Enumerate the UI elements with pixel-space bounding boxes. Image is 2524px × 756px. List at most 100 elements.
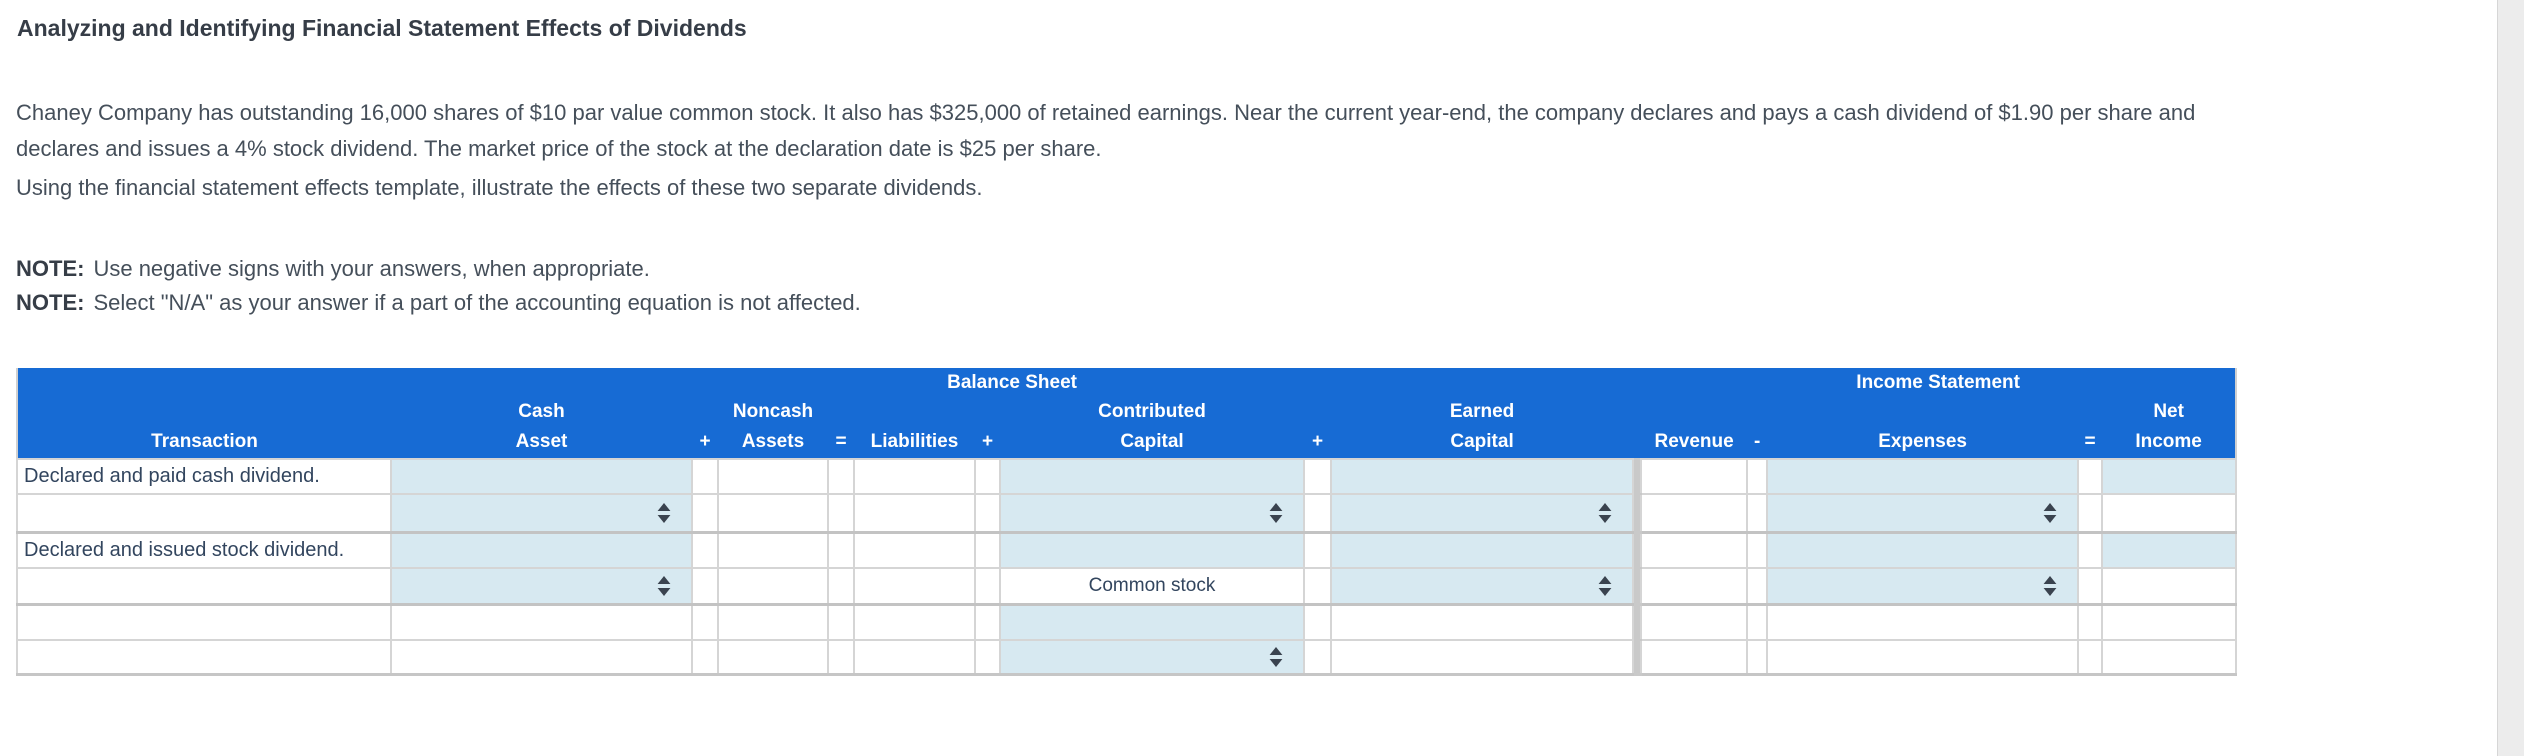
plus-operator: + [975,426,1000,459]
plus-operator-cell [691,567,719,605]
transaction-label [16,567,392,605]
revenue-cell [1640,567,1749,605]
plus-operator-cell [974,602,1001,641]
cash-asset-select[interactable] [390,567,693,605]
problem-statement-line1: Chaney Company has outstanding 16,000 sh… [16,100,2196,125]
dropdown-arrows-icon [1598,575,1612,596]
minus-operator-cell [1746,639,1769,676]
noncash-assets-cell [717,458,829,495]
net-income-input[interactable] [2101,530,2238,569]
note-text: Select "N/A" as your answer if a part of… [93,290,861,315]
minus-operator-cell [1746,602,1769,641]
liabilities-cell [853,493,976,533]
expenses-input[interactable] [1766,458,2080,495]
dropdown-arrows-icon [2043,575,2057,596]
equals-operator-cell [2077,602,2104,641]
column-header-contributed: Contributed [1000,398,1304,426]
column-header-noncash: Noncash [718,398,828,426]
section-divider [1632,639,1643,676]
net-income-input[interactable] [2101,458,2238,495]
section-divider [1632,458,1643,495]
dropdown-arrows-icon [1269,646,1283,667]
plus-operator-cell [691,639,719,676]
dropdown-arrows-icon [1269,502,1283,523]
contributed-capital-input[interactable] [999,602,1305,641]
scrollbar[interactable] [2497,0,2524,756]
earned-capital-select[interactable] [1329,493,1635,533]
cash-asset-cell [390,602,693,641]
table-row: Declared and issued stock dividend. [16,530,2238,569]
table-header: Balance Sheet Income Statement Cash Nonc… [17,368,2237,459]
liabilities-cell [853,530,976,569]
equals-operator-cell [827,602,855,641]
expenses-select[interactable] [1766,493,2080,533]
header-spacer [1633,368,1642,398]
noncash-assets-cell [717,602,829,641]
dropdown-arrows-icon [2043,502,2057,523]
contributed-capital-input[interactable] [999,530,1305,569]
note-label: NOTE: [16,290,85,315]
expenses-select[interactable] [1766,567,2080,605]
net-income-cell [2101,602,2238,641]
plus-operator-cell [1303,458,1332,495]
column-header-revenue: Revenue [1641,426,1748,459]
liabilities-cell [853,458,976,495]
contributed-capital-select[interactable] [999,639,1305,676]
liabilities-cell [853,567,976,605]
minus-operator-cell [1746,458,1769,495]
problem-statement: Chaney Company has outstanding 16,000 sh… [16,95,2195,167]
column-header-liabilities: Liabilities [854,426,975,459]
net-income-cell [2101,567,2238,605]
equals-operator-cell [2077,639,2104,676]
note-negative-signs: NOTE: Use negative signs with your answer… [16,256,650,282]
column-header-net: Net [2102,398,2237,426]
earned-capital-cell [1329,639,1635,676]
column-header-expenses: Expenses [1767,426,2079,459]
plus-operator-cell [691,530,719,569]
column-header-transaction: Transaction [17,426,391,459]
column-header-earned: Earned [1331,398,1634,426]
cash-asset-input[interactable] [390,458,693,495]
page-title: Analyzing and Identifying Financial Stat… [17,15,747,41]
table-row [16,639,2238,676]
cash-asset-input[interactable] [390,530,693,569]
expenses-input[interactable] [1766,530,2080,569]
cash-asset-select[interactable] [390,493,693,533]
minus-operator-cell [1746,567,1769,605]
equals-operator-cell [827,567,855,605]
column-header-assets: Assets [718,426,828,459]
earned-capital-input[interactable] [1329,458,1635,495]
header-spacer [854,398,975,426]
transaction-label [16,493,392,533]
contributed-capital-input[interactable] [999,458,1305,495]
contributed-capital-value[interactable]: Common stock [999,567,1305,605]
minus-operator: - [1747,426,1768,459]
plus-operator: + [692,426,718,459]
note-label: NOTE: [16,256,85,281]
net-income-cell [2101,493,2238,533]
header-spacer [1641,398,1748,426]
table-row [16,602,2238,641]
plus-operator-cell [1303,530,1332,569]
contributed-capital-select[interactable] [999,493,1305,533]
dropdown-arrows-icon [657,575,671,596]
earned-capital-cell [1329,602,1635,641]
noncash-assets-cell [717,567,829,605]
column-header-capital-contributed: Capital [1000,426,1304,459]
header-spacer [1767,398,2079,426]
earned-capital-input[interactable] [1329,530,1635,569]
plus-operator-cell [691,458,719,495]
plus-operator-cell [974,493,1001,533]
minus-operator-cell [1746,530,1769,569]
equals-operator: = [828,426,854,459]
section-divider [1632,567,1643,605]
revenue-cell [1640,530,1749,569]
financial-statement-effects-table: Balance Sheet Income Statement Cash Nonc… [16,368,2238,676]
header-spacer [17,368,391,398]
note-select-na: NOTE: Select "N/A" as your answer if a pa… [16,290,861,316]
plus-operator-cell [974,530,1001,569]
transaction-label: Declared and issued stock dividend. [16,530,392,569]
plus-operator: + [1304,426,1331,459]
section-divider [1632,602,1643,641]
earned-capital-select[interactable] [1329,567,1635,605]
